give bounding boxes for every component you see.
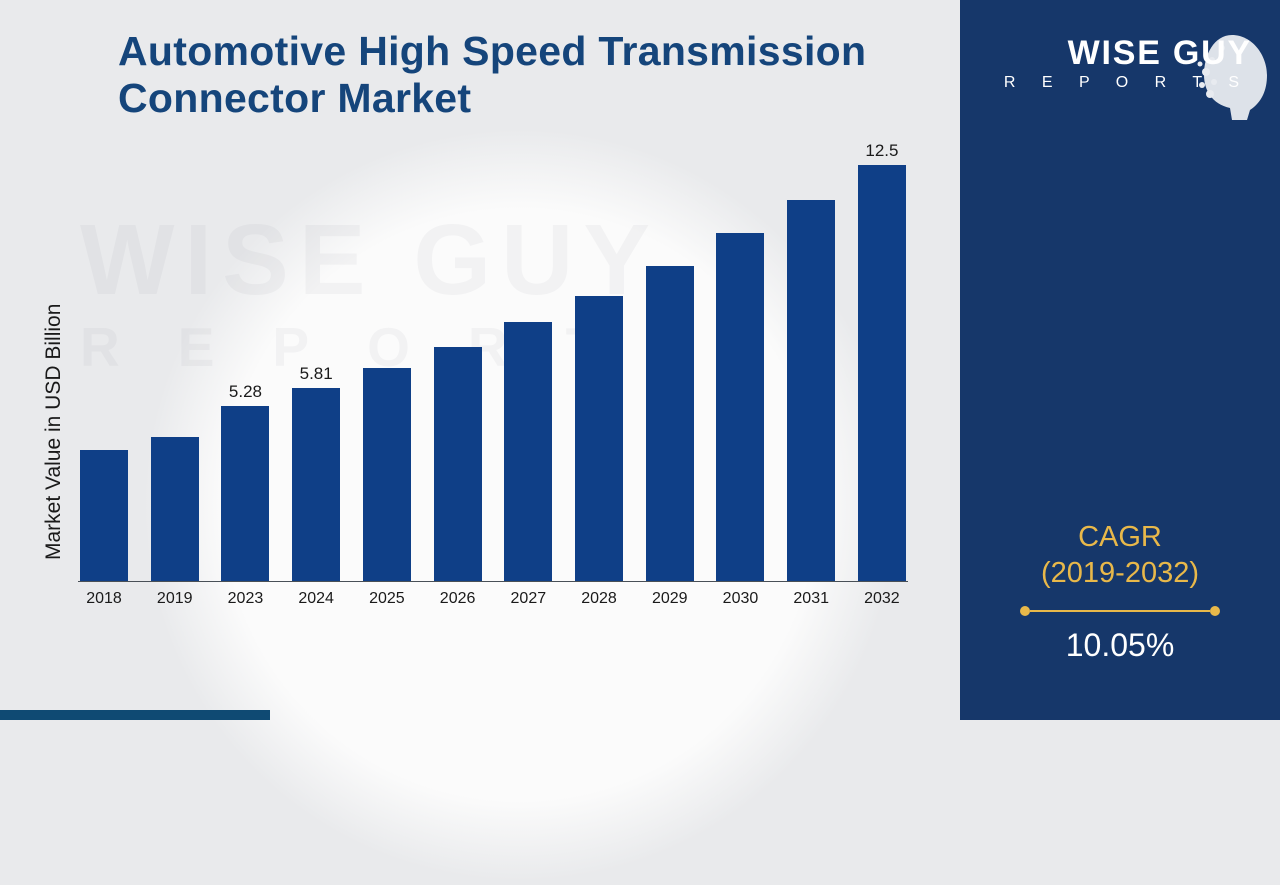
bar-group: [646, 266, 694, 582]
bar-chart: 5.28 5.81 12.5 2018 2019 2023 2024 2025 2026 202…: [78, 165, 908, 610]
main-area: WISE GUY REPORTS Automotive High Speed T…: [0, 0, 960, 720]
bar-group: [716, 233, 764, 582]
x-axis-tick-label: 2025: [363, 586, 411, 610]
cagr-label-line1: CAGR: [1078, 521, 1162, 553]
x-axis-tick-label: 2028: [575, 586, 623, 610]
bar-group: [151, 437, 199, 582]
bar: [858, 165, 906, 582]
bar-group: [787, 200, 835, 582]
bar: [80, 450, 128, 582]
bar: [221, 406, 269, 582]
x-axis-tick-label: 2018: [80, 586, 128, 610]
brain-profile-icon: [1192, 30, 1272, 120]
x-axis-line: [78, 581, 908, 582]
x-axis-tick-label: 2031: [787, 586, 835, 610]
bar: [363, 368, 411, 582]
x-axis-tick-label: 2027: [504, 586, 552, 610]
cagr-separator: [1020, 609, 1220, 613]
bar-value-label: 5.81: [286, 364, 346, 384]
x-axis-tick-label: 2026: [434, 586, 482, 610]
bar-group: [80, 450, 128, 582]
side-panel: WISE GUY R E P O R T S CAGR (2019-2032) …: [960, 0, 1280, 720]
bar-group: [575, 296, 623, 582]
bar-group: [363, 368, 411, 582]
bar: [434, 347, 482, 582]
bar: [575, 296, 623, 582]
bar: [787, 200, 835, 582]
x-axis-tick-label: 2030: [716, 586, 764, 610]
bar-value-label: 12.5: [852, 141, 912, 161]
cagr-label-line2: (2019-2032): [1041, 557, 1199, 589]
y-axis-label: Market Value in USD Billion: [42, 304, 66, 560]
bar: [646, 266, 694, 582]
bar: [504, 322, 552, 582]
bar-value-label: 5.28: [215, 382, 275, 402]
bar-group: [504, 322, 552, 582]
bars-row: 5.28 5.81 12.5: [78, 165, 908, 582]
x-axis-tick-label: 2023: [221, 586, 269, 610]
bar: [292, 388, 340, 582]
bar-group: 5.28: [221, 406, 269, 582]
cagr-value: 10.05%: [960, 627, 1280, 664]
x-axis-labels: 2018 2019 2023 2024 2025 2026 2027 2028 2029 2030…: [78, 586, 908, 610]
bar: [716, 233, 764, 582]
x-axis-tick-label: 2032: [858, 586, 906, 610]
bar-group: [434, 347, 482, 582]
x-axis-tick-label: 2024: [292, 586, 340, 610]
x-axis-tick-label: 2019: [151, 586, 199, 610]
x-axis-tick-label: 2029: [646, 586, 694, 610]
chart-title: Automotive High Speed Transmission Conne…: [118, 28, 878, 122]
bar: [151, 437, 199, 582]
bottom-accent-strip: [0, 710, 270, 720]
bar-group: 5.81: [292, 388, 340, 582]
cagr-block: CAGR (2019-2032) 10.05%: [960, 519, 1280, 665]
cagr-label: CAGR (2019-2032): [960, 519, 1280, 592]
bar-group: 12.5: [858, 165, 906, 582]
